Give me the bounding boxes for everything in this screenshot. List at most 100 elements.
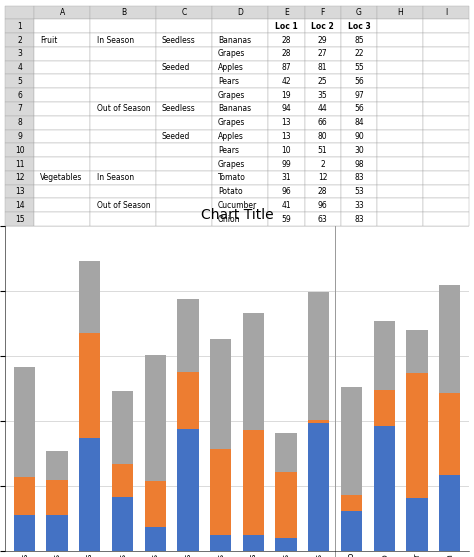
Bar [156, 185, 212, 198]
Bar [79, 261, 100, 333]
Bar [304, 6, 341, 19]
Bar [35, 157, 91, 171]
Text: 42: 42 [282, 77, 291, 86]
Bar [156, 143, 212, 157]
Text: 1: 1 [17, 22, 22, 31]
Bar [423, 185, 469, 198]
Bar [14, 367, 35, 477]
Bar [35, 171, 91, 185]
Text: 19: 19 [282, 91, 291, 100]
Text: 97: 97 [354, 91, 364, 100]
Text: 13: 13 [15, 187, 24, 196]
Text: Grapes: Grapes [218, 159, 245, 169]
Bar [112, 497, 133, 551]
Text: 85: 85 [354, 36, 364, 45]
Bar [212, 6, 268, 19]
Bar [275, 433, 297, 472]
Bar [377, 61, 423, 75]
Text: C: C [182, 8, 187, 17]
Bar [5, 61, 35, 75]
Bar [177, 429, 199, 551]
Bar [423, 19, 469, 33]
Bar [268, 19, 304, 33]
Bar [5, 212, 35, 226]
Bar [212, 185, 268, 198]
Bar [91, 185, 156, 198]
Bar [423, 171, 469, 185]
Bar [156, 61, 212, 75]
Text: Pears: Pears [218, 146, 239, 155]
Bar [91, 75, 156, 88]
Text: Onion: Onion [218, 214, 240, 223]
Bar [268, 212, 304, 226]
Bar [341, 116, 377, 130]
Bar [423, 6, 469, 19]
Bar [156, 47, 212, 61]
Bar [35, 198, 91, 212]
Bar [5, 171, 35, 185]
Bar [377, 19, 423, 33]
Text: Potato: Potato [218, 187, 243, 196]
Text: 15: 15 [15, 214, 24, 223]
Bar [5, 116, 35, 130]
Bar [35, 88, 91, 102]
Bar [374, 427, 395, 551]
Bar [268, 61, 304, 75]
Bar [243, 313, 264, 431]
Bar [423, 157, 469, 171]
Bar [268, 33, 304, 47]
Bar [341, 75, 377, 88]
Text: Tomato: Tomato [218, 173, 246, 182]
Bar [439, 285, 460, 393]
Bar [35, 47, 91, 61]
Bar [156, 102, 212, 116]
Bar [91, 6, 156, 19]
Bar [243, 535, 264, 551]
Bar [268, 116, 304, 130]
Bar [46, 451, 68, 480]
Bar [14, 477, 35, 515]
Text: 63: 63 [318, 214, 328, 223]
Bar [341, 47, 377, 61]
Bar [341, 157, 377, 171]
Text: 41: 41 [282, 201, 291, 210]
Text: Apples: Apples [218, 132, 244, 141]
Bar [275, 539, 297, 551]
Bar [268, 6, 304, 19]
Bar [210, 339, 231, 448]
Text: 81: 81 [318, 63, 328, 72]
Text: 30: 30 [354, 146, 364, 155]
Bar [304, 185, 341, 198]
Text: 7: 7 [17, 104, 22, 114]
Text: 53: 53 [354, 187, 364, 196]
Text: 98: 98 [354, 159, 364, 169]
Bar [156, 19, 212, 33]
Bar [341, 143, 377, 157]
Bar [304, 75, 341, 88]
Bar [5, 33, 35, 47]
Bar [145, 355, 166, 481]
Text: 27: 27 [318, 49, 328, 58]
Bar [5, 185, 35, 198]
Bar [304, 47, 341, 61]
Text: In Season: In Season [97, 36, 134, 45]
Text: G: G [356, 8, 362, 17]
Bar [212, 33, 268, 47]
Bar [212, 212, 268, 226]
Bar [212, 47, 268, 61]
Bar [35, 61, 91, 75]
Bar [341, 388, 362, 496]
Text: 55: 55 [354, 63, 364, 72]
Bar [156, 171, 212, 185]
Bar [79, 333, 100, 438]
Bar [377, 47, 423, 61]
Bar [304, 102, 341, 116]
Bar [268, 143, 304, 157]
Bar [14, 515, 35, 551]
Bar [212, 116, 268, 130]
Text: 51: 51 [318, 146, 328, 155]
Bar [243, 431, 264, 535]
Bar [268, 171, 304, 185]
Bar [423, 143, 469, 157]
Bar [377, 33, 423, 47]
